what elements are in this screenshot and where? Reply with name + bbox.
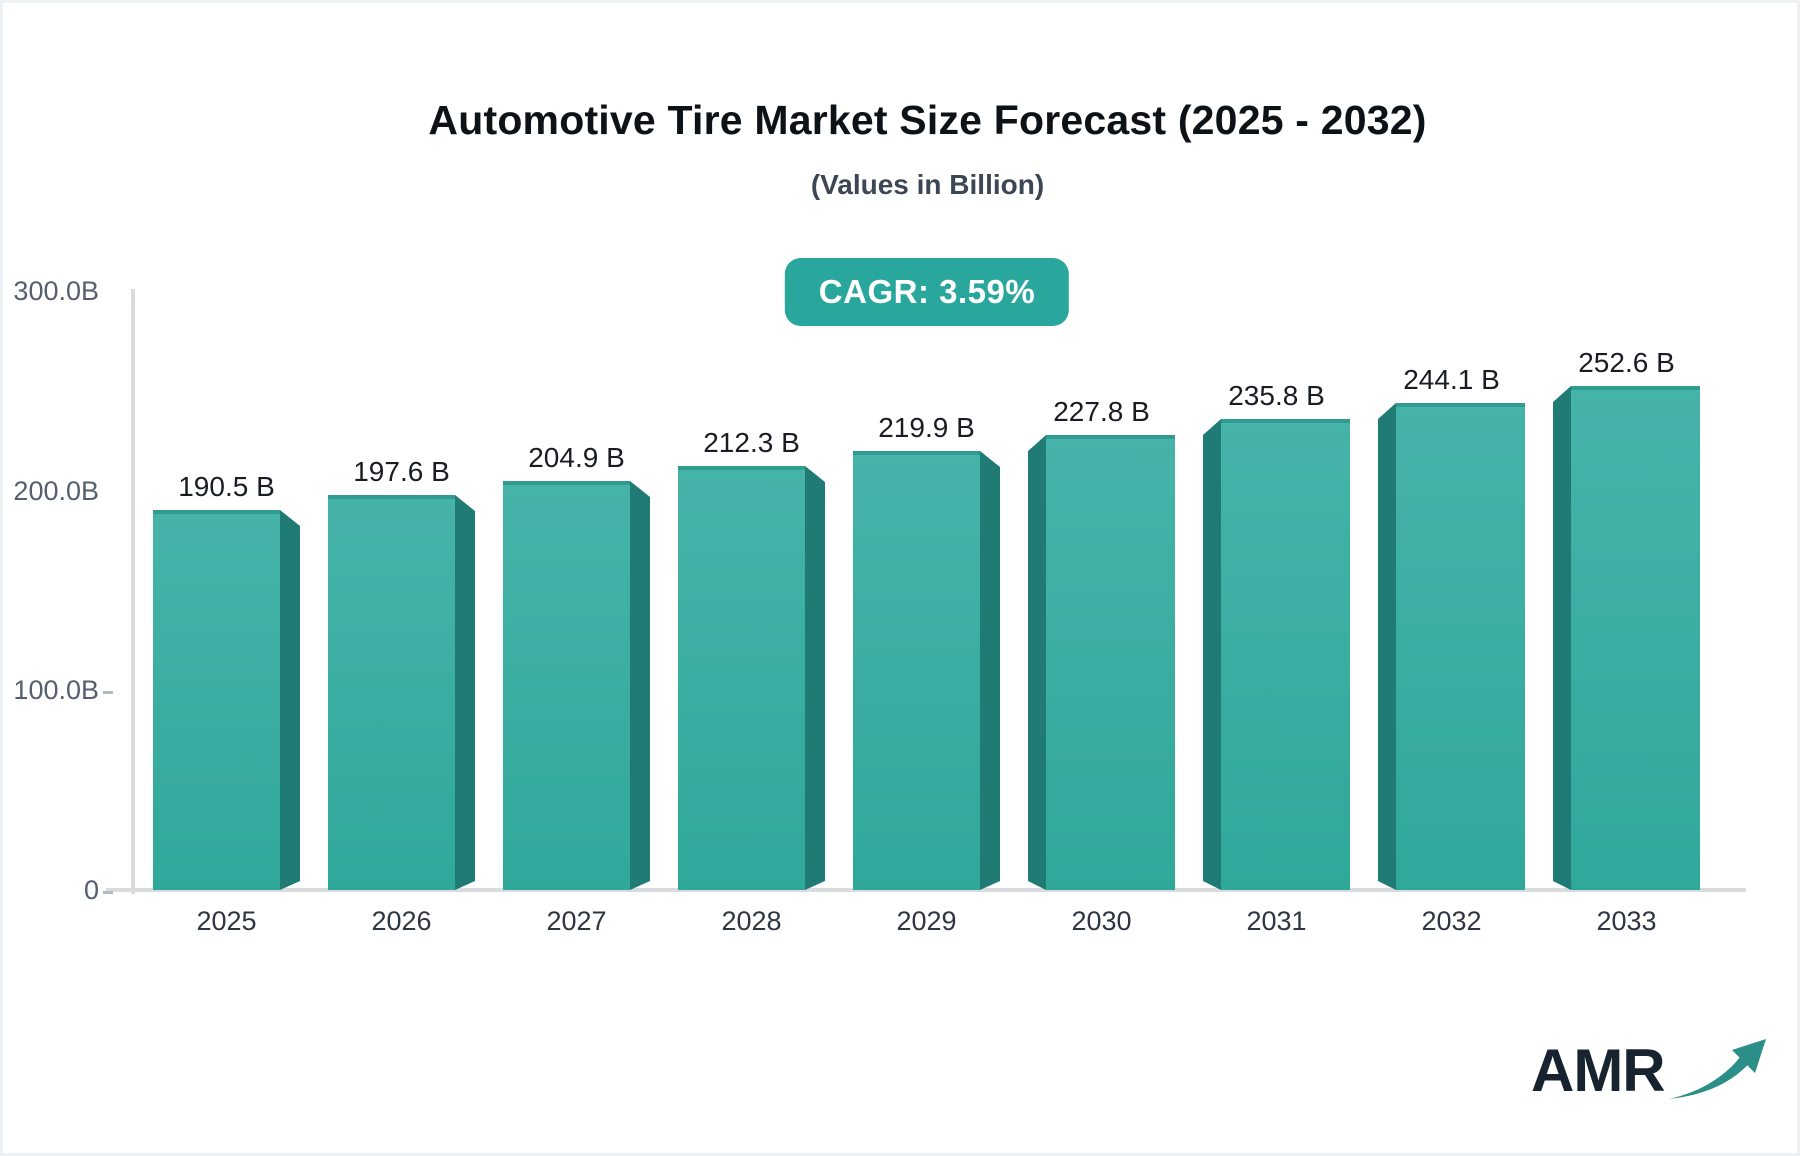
x-axis-label-2030: 2030 (1071, 906, 1132, 936)
bar-side-face (455, 495, 475, 890)
cagr-badge: CAGR: 3.59% (784, 258, 1070, 326)
chart-subtitle: (Values in Billion) (810, 169, 1045, 200)
bar-side-face (805, 466, 825, 890)
y-tick-label-200: 200.0B (13, 475, 99, 506)
x-axis-label-2027: 2027 (546, 906, 607, 936)
growth-arrow-icon (1669, 1039, 1766, 1099)
bar-side-face (280, 510, 300, 890)
bar-side-face (1378, 403, 1396, 890)
amr-logo-text: AMR (1531, 1037, 1666, 1104)
y-tick-label-300: 300.0B (13, 276, 99, 306)
y-tick-mark-100 (103, 691, 113, 695)
bar-top-edge (328, 495, 455, 499)
bar-top-edge (153, 510, 280, 514)
y-axis-line (131, 289, 135, 894)
bar-side-face (980, 451, 1000, 890)
bar-value-label: 190.5 B (178, 471, 275, 502)
chart-title: Automotive Tire Market Size Forecast (20… (428, 97, 1427, 143)
y-tick-mark-0 (103, 891, 113, 894)
bar-value-label: 204.9 B (528, 442, 625, 473)
bar-face (503, 481, 630, 890)
amr-logo: AMR (1531, 1037, 1766, 1119)
bar-side-face (1028, 435, 1046, 890)
y-tick-label-0: 0 (83, 875, 99, 905)
bar-top-edge (1221, 419, 1350, 423)
bar-top-edge (1571, 386, 1700, 390)
bar-face (1396, 403, 1525, 890)
x-axis-label-2032: 2032 (1421, 906, 1482, 936)
x-axis-label-2031: 2031 (1246, 906, 1307, 936)
bar-face (1571, 386, 1700, 890)
bar-side-face (1553, 386, 1571, 890)
bar-side-face (1203, 419, 1221, 890)
bar-top-edge (853, 451, 980, 455)
bar-top-edge (503, 481, 630, 485)
bar-value-label: 244.1 B (1403, 364, 1500, 395)
x-axis-line (106, 888, 1746, 892)
bar-side-face (630, 481, 650, 890)
x-axis-label-2025: 2025 (196, 906, 257, 936)
bar-value-label: 252.6 B (1578, 347, 1675, 378)
bar-top-edge (678, 466, 805, 470)
x-axis-label-2026: 2026 (371, 906, 432, 936)
bar-top-edge (1046, 435, 1175, 439)
bar-value-label: 197.6 B (353, 456, 450, 487)
bar-top-edge (1396, 403, 1525, 407)
y-tick-label-100: 100.0B (13, 675, 99, 706)
x-axis-label-2033: 2033 (1596, 906, 1657, 936)
x-axis-label-2029: 2029 (896, 906, 957, 936)
bar-face (1221, 419, 1350, 890)
bar-value-label: 235.8 B (1228, 380, 1325, 411)
bar-face (153, 510, 280, 890)
bar-face (678, 466, 805, 890)
bar-face (853, 451, 980, 890)
bar-value-label: 219.9 B (878, 412, 975, 443)
bar-value-label: 212.3 B (703, 427, 800, 458)
bar-value-label: 227.8 B (1053, 396, 1150, 427)
x-axis-label-2028: 2028 (721, 906, 782, 936)
bar-face (1046, 435, 1175, 890)
bar-face (328, 495, 455, 890)
